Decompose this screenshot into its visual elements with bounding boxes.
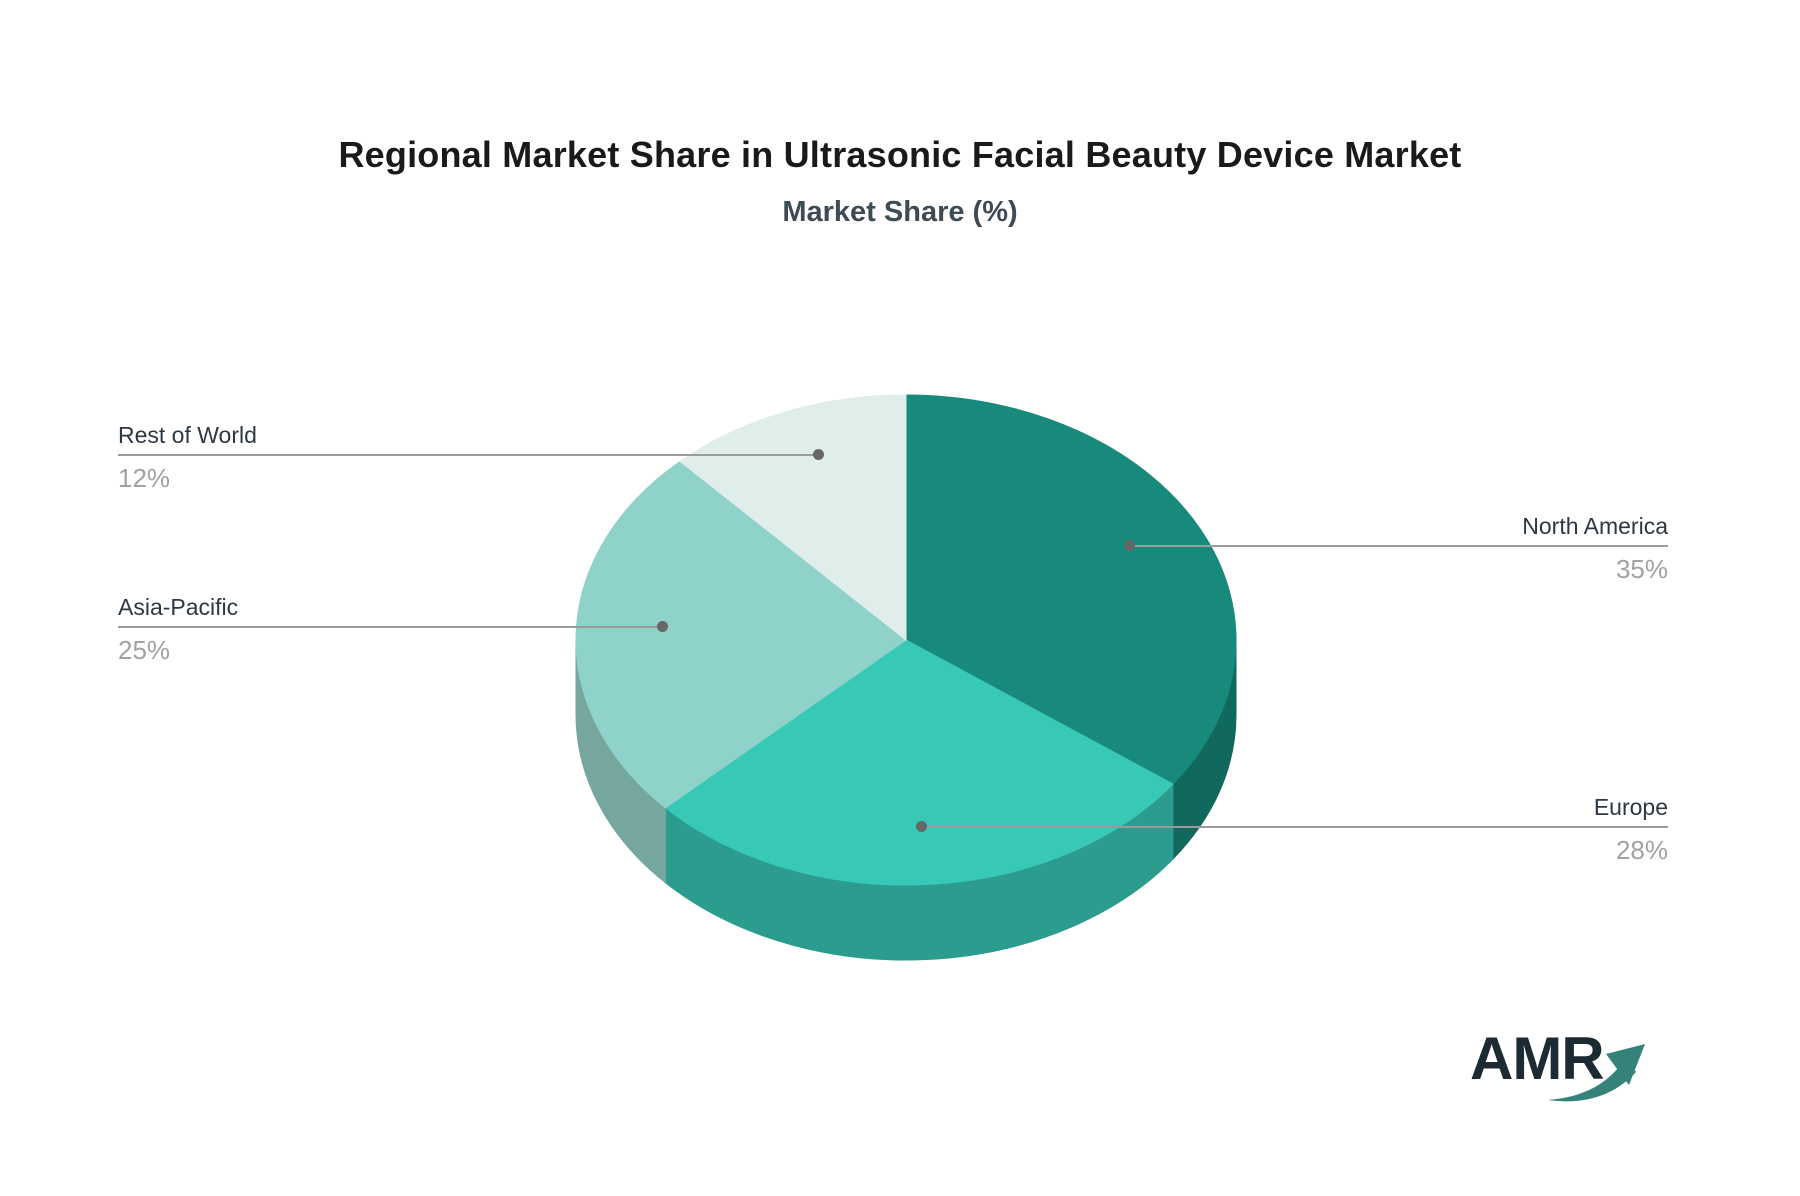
slice-percent: 35% bbox=[1615, 554, 1668, 584]
pie-slice-rest-of-world[interactable] bbox=[679, 394, 907, 642]
callout-rest-of-world: Rest of World 12% bbox=[118, 420, 824, 493]
leader-line bbox=[1124, 540, 1668, 551]
callout-asia-pacific: Asia-Pacific 25% bbox=[118, 592, 668, 665]
leader-line bbox=[118, 449, 824, 460]
chart-title: Regional Market Share in Ultrasonic Faci… bbox=[338, 134, 1462, 175]
pie-slice-asia-pacific[interactable] bbox=[575, 460, 907, 809]
slice-label: Rest of World bbox=[118, 422, 257, 448]
pie-slice-north-america[interactable] bbox=[905, 394, 1237, 785]
slice-percent: 25% bbox=[118, 635, 171, 665]
chart-subtitle: Market Share (%) bbox=[782, 196, 1018, 228]
logo-arrow-icon bbox=[1548, 1044, 1645, 1102]
callout-europe: Europe 28% bbox=[916, 792, 1668, 865]
slice-label: Europe bbox=[1593, 794, 1668, 820]
leader-line bbox=[916, 821, 1668, 832]
leader-line bbox=[118, 621, 668, 632]
amr-logo-text: AMR bbox=[1470, 1025, 1605, 1092]
pie-slice-europe[interactable] bbox=[664, 639, 1174, 886]
slice-label: Asia-Pacific bbox=[118, 594, 239, 620]
slice-label: North America bbox=[1522, 513, 1668, 539]
slice-percent: 28% bbox=[1615, 835, 1668, 865]
slice-percent: 12% bbox=[118, 463, 171, 493]
leader-dot bbox=[1124, 540, 1135, 551]
callout-north-america: North America 35% bbox=[1124, 511, 1668, 584]
amr-logo: AMR bbox=[1470, 1028, 1680, 1123]
leader-dot bbox=[657, 621, 668, 632]
leader-dot bbox=[813, 449, 824, 460]
leader-dot bbox=[916, 821, 927, 832]
